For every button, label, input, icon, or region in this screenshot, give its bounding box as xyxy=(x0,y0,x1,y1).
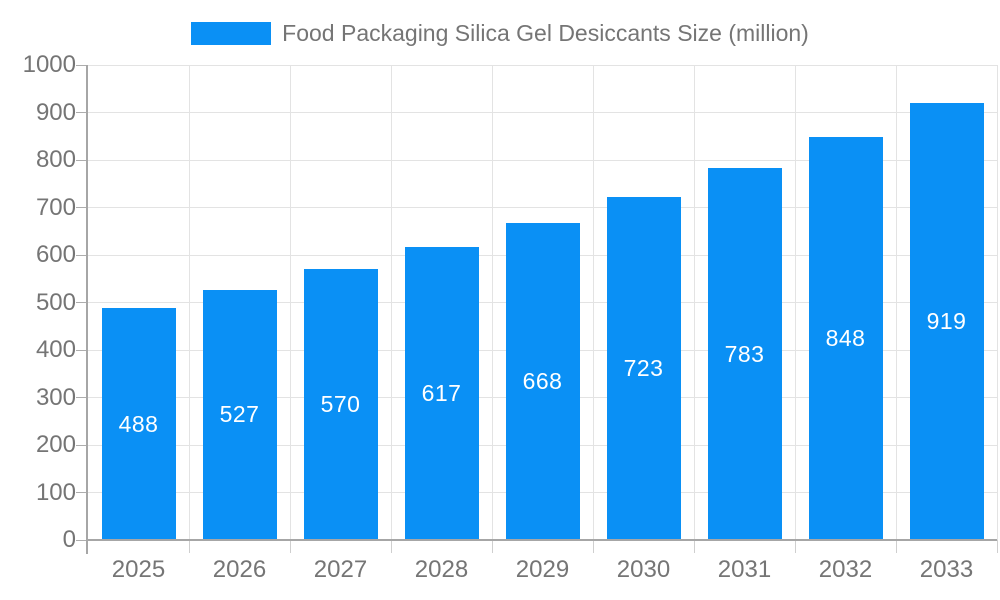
y-axis-tick-label: 800 xyxy=(35,146,76,173)
y-axis-tick-label: 200 xyxy=(35,431,76,458)
gridline-vertical xyxy=(996,65,998,540)
bar-value-label: 848 xyxy=(825,325,866,352)
x-axis-category-label: 2026 xyxy=(212,556,267,583)
x-axis-tick xyxy=(592,540,594,553)
legend-label[interactable]: Food Packaging Silica Gel Desiccants Siz… xyxy=(282,20,809,46)
bar-value-label: 527 xyxy=(219,401,260,428)
gridline-vertical xyxy=(794,65,796,540)
bar-value-label: 723 xyxy=(623,354,664,381)
y-axis-tick-label: 700 xyxy=(35,193,76,221)
legend-swatch[interactable] xyxy=(191,21,272,45)
x-axis-category-label: 2028 xyxy=(414,556,469,583)
y-axis-tick-label: 1000 xyxy=(22,51,76,78)
gridline-horizontal xyxy=(88,159,997,161)
gridline-vertical xyxy=(693,65,695,540)
y-axis-tick xyxy=(76,539,86,541)
bar-value-label: 919 xyxy=(926,308,967,335)
y-axis-tick-label: 0 xyxy=(62,526,76,553)
plot-area: 488 527 570 617 668 723 783 848 919 xyxy=(76,64,998,554)
x-axis-tick xyxy=(895,540,897,553)
gridline-horizontal xyxy=(88,112,997,113)
gridline-vertical xyxy=(895,65,897,540)
bar-value-label: 617 xyxy=(421,379,462,406)
gridline-vertical xyxy=(188,65,190,540)
bar-2028[interactable]: 617 xyxy=(404,246,479,540)
x-axis-category-label: 2032 xyxy=(818,556,873,583)
bar-2026[interactable]: 527 xyxy=(202,289,277,540)
y-axis-tick-label: 900 xyxy=(35,98,76,126)
gridline-horizontal xyxy=(88,207,997,208)
bar-2033[interactable]: 919 xyxy=(909,103,984,540)
gridline-horizontal xyxy=(88,64,997,66)
bar-2029[interactable]: 668 xyxy=(505,222,580,540)
y-axis-tick xyxy=(76,159,86,161)
x-axis-category-label: 2029 xyxy=(515,556,570,583)
y-axis-tick-label: 600 xyxy=(35,241,76,268)
y-axis-line xyxy=(86,65,88,554)
gridline-vertical xyxy=(592,65,594,540)
x-axis-category-label: 2025 xyxy=(111,556,166,583)
bar-value-label: 570 xyxy=(320,391,361,418)
x-axis-category-label: 2031 xyxy=(717,556,772,583)
x-axis-tick xyxy=(491,540,493,553)
y-axis-tick-label: 500 xyxy=(35,288,76,316)
y-axis-tick xyxy=(76,492,86,493)
y-axis-tick xyxy=(76,112,86,113)
y-axis-tick xyxy=(76,397,86,398)
y-axis-tick xyxy=(76,349,86,351)
x-axis-category-label: 2033 xyxy=(919,556,974,583)
x-axis-tick xyxy=(996,540,998,553)
y-axis-tick xyxy=(76,444,86,446)
x-axis-category-label: 2030 xyxy=(616,556,671,583)
gridline-vertical xyxy=(390,65,392,540)
bar-value-label: 488 xyxy=(118,410,159,437)
bar-2025[interactable]: 488 xyxy=(101,308,176,540)
legend[interactable]: Food Packaging Silica Gel Desiccants Siz… xyxy=(0,20,1000,46)
bar-2032[interactable]: 848 xyxy=(808,137,883,540)
y-axis-tick xyxy=(76,254,86,256)
y-axis-tick xyxy=(76,207,86,208)
x-axis-line xyxy=(88,539,997,541)
y-axis-tick-label: 400 xyxy=(35,336,76,363)
gridline-vertical xyxy=(289,65,291,540)
y-axis-tick-label: 300 xyxy=(35,383,76,411)
x-axis-tick xyxy=(390,540,392,553)
x-axis-tick xyxy=(794,540,796,553)
bar-value-label: 783 xyxy=(724,340,765,367)
bar-2031[interactable]: 783 xyxy=(707,168,782,540)
x-axis-tick xyxy=(693,540,695,553)
x-axis-tick xyxy=(188,540,190,553)
bar-2030[interactable]: 723 xyxy=(606,196,681,540)
bar-value-label: 668 xyxy=(522,367,563,394)
bar-2027[interactable]: 570 xyxy=(303,269,378,540)
y-axis-tick xyxy=(76,302,86,303)
y-axis-tick xyxy=(76,64,86,66)
x-axis-tick xyxy=(289,540,291,553)
x-axis-category-label: 2027 xyxy=(313,556,368,583)
gridline-vertical xyxy=(491,65,493,540)
y-axis-tick-label: 100 xyxy=(35,478,76,506)
